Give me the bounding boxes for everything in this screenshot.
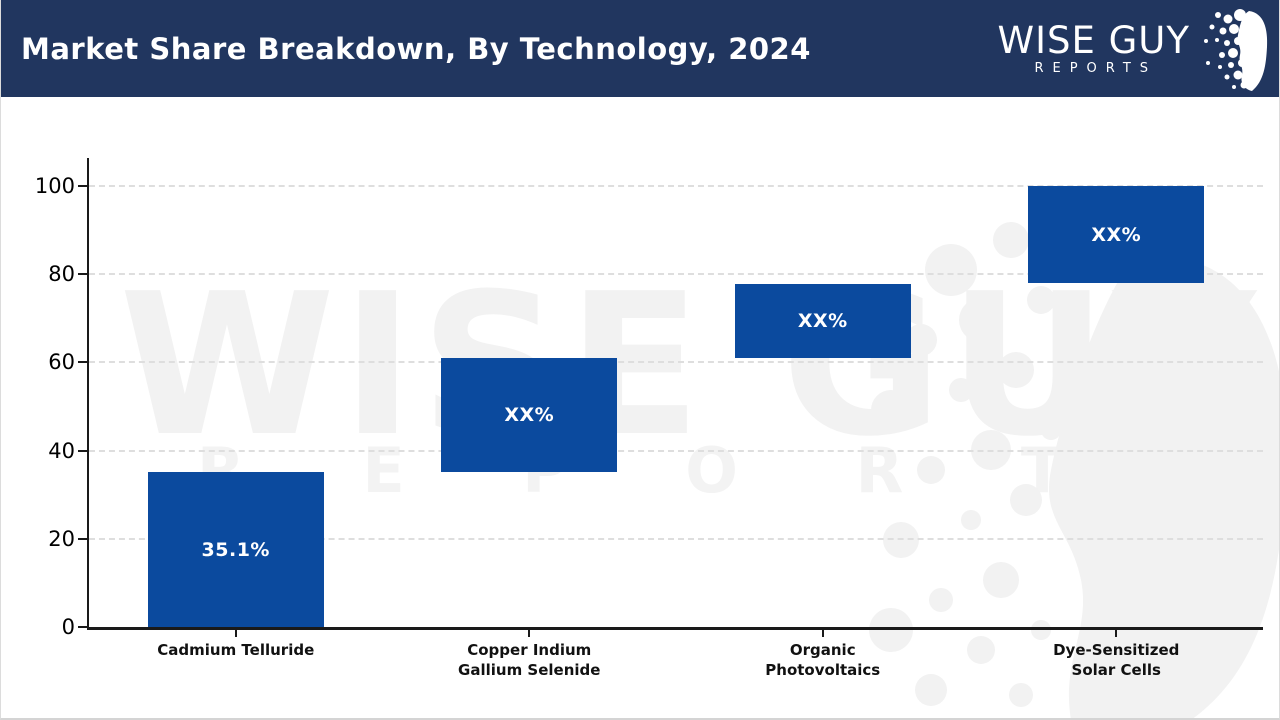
x-axis-tick <box>234 630 237 637</box>
gridline <box>89 449 1263 452</box>
x-axis-tick <box>1115 630 1118 637</box>
bar-segment: XX% <box>1028 186 1205 284</box>
header: Market Share Breakdown, By Technology, 2… <box>1 0 1279 97</box>
gridline <box>89 185 1263 187</box>
gridline <box>89 273 1263 276</box>
bar-value-label: 35.1% <box>201 538 270 561</box>
y-axis-tick <box>78 449 88 452</box>
y-axis-tick <box>78 361 88 364</box>
y-axis-tick <box>78 626 88 628</box>
logo-wordmark-line2: REPORTS <box>1034 61 1158 76</box>
y-axis-tick <box>78 185 88 187</box>
bar-value-label: XX% <box>504 404 555 427</box>
y-axis-tick-label: 60 <box>48 350 75 375</box>
wise-guy-logo: WISE GUY REPORTS <box>998 5 1268 93</box>
x-axis-tick <box>821 630 824 637</box>
x-axis-category-label: Cadmium Telluride <box>157 641 315 659</box>
bar-value-label: XX% <box>797 309 848 332</box>
x-axis-category-label: Dye-Sensitized Solar Cells <box>1053 641 1180 679</box>
bar-value-label: XX% <box>1091 223 1142 246</box>
gridline <box>89 361 1263 364</box>
logo-wordmark: WISE GUY REPORTS <box>998 22 1190 75</box>
chart-title: Market Share Breakdown, By Technology, 2… <box>21 31 811 66</box>
wise-guy-face-icon <box>1204 8 1268 91</box>
x-axis-category-label: Organic Photovoltaics <box>765 641 881 679</box>
y-axis-tick-label: 80 <box>48 262 75 287</box>
y-axis-tick <box>78 537 88 540</box>
y-axis-tick <box>78 273 88 276</box>
y-axis-tick-label: 0 <box>61 615 75 639</box>
bar-segment: XX% <box>734 283 911 358</box>
gridline <box>89 537 1263 540</box>
bar-segment: XX% <box>441 357 618 473</box>
y-axis-line <box>87 158 89 630</box>
y-axis-tick-label: 40 <box>48 438 75 463</box>
x-axis-tick <box>528 630 531 637</box>
logo-wordmark-line1: WISE GUY <box>997 19 1190 62</box>
x-axis-line <box>87 627 1263 630</box>
x-axis-category-label: Copper Indium Gallium Selenide <box>458 641 601 679</box>
bar-segment: 35.1% <box>147 472 324 627</box>
y-axis-tick-label: 20 <box>48 526 75 551</box>
y-axis-tick-label: 100 <box>34 174 75 198</box>
